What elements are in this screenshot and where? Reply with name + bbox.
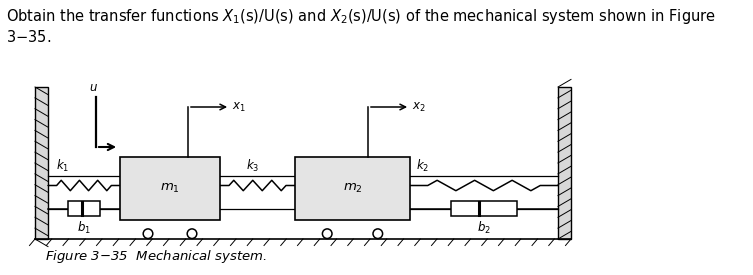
Text: $m_1$: $m_1$ bbox=[160, 182, 180, 195]
Bar bbox=[558, 87, 571, 239]
Text: $k_2$: $k_2$ bbox=[416, 158, 429, 175]
Text: Obtain the transfer functions $X_1$(s)/U(s) and $X_2$(s)/U(s) of the mechanical : Obtain the transfer functions $X_1$(s)/U… bbox=[6, 7, 716, 26]
Text: $k_1$: $k_1$ bbox=[56, 158, 69, 175]
Text: $k_3$: $k_3$ bbox=[245, 158, 259, 175]
Text: 3$-$35.: 3$-$35. bbox=[6, 29, 51, 45]
Text: $x_1$: $x_1$ bbox=[232, 100, 245, 114]
Text: $u$: $u$ bbox=[89, 81, 97, 94]
Bar bbox=[452, 201, 517, 216]
Text: $x_2$: $x_2$ bbox=[412, 100, 425, 114]
Bar bbox=[120, 157, 220, 220]
Text: $b_1$: $b_1$ bbox=[77, 219, 91, 236]
Text: $m_2$: $m_2$ bbox=[343, 182, 362, 195]
Text: Figure 3$-$35  Mechanical system.: Figure 3$-$35 Mechanical system. bbox=[45, 248, 267, 265]
Bar bbox=[69, 201, 100, 216]
Bar bbox=[295, 157, 410, 220]
Text: $b_2$: $b_2$ bbox=[477, 219, 491, 236]
Bar bbox=[35, 87, 48, 239]
